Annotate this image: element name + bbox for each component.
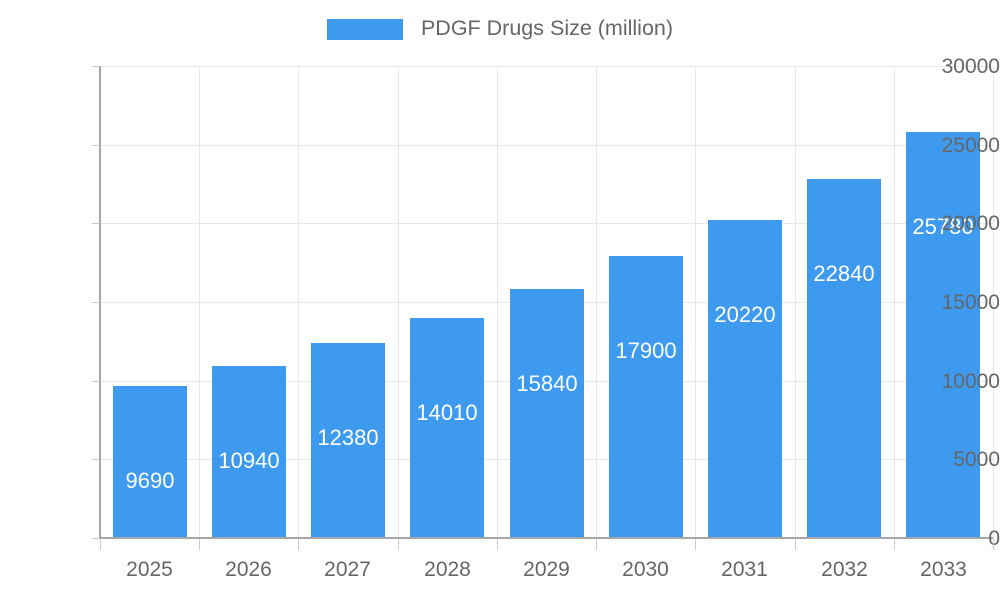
y-axis-line	[99, 66, 101, 539]
x-axis-tick-mark	[596, 539, 597, 550]
y-axis-tick-mark	[92, 302, 100, 303]
gridline-vertical	[695, 66, 696, 538]
y-axis-tick-label: 25000	[941, 134, 1000, 157]
bar[interactable]	[609, 256, 683, 538]
plot-area: 9690 10940 12380 14010 15840 17900 20220 22840 2…	[100, 66, 994, 539]
gridline-vertical	[993, 66, 994, 538]
y-axis-tick-mark	[92, 381, 100, 382]
x-axis-tick-label: 2033	[920, 558, 967, 581]
y-axis-tick-label: 15000	[941, 291, 1000, 314]
bar[interactable]	[113, 386, 187, 538]
y-axis-tick-mark	[92, 145, 100, 146]
gridline-vertical	[298, 66, 299, 538]
gridline-vertical	[497, 66, 498, 538]
x-axis-tick-mark	[497, 539, 498, 550]
y-axis-tick-mark	[92, 66, 100, 67]
x-axis-tick-mark	[100, 539, 101, 550]
y-axis-tick-label: 30000	[941, 55, 1000, 78]
gridline-vertical	[596, 66, 597, 538]
legend-item-label: PDGF Drugs Size (million)	[420, 16, 674, 41]
x-axis-tick-label: 2026	[225, 558, 272, 581]
y-axis-tick-label: 20000	[941, 212, 1000, 235]
x-axis-tick-mark	[398, 539, 399, 550]
bar[interactable]	[906, 132, 980, 538]
y-axis-tick-mark	[92, 459, 100, 460]
y-axis-tick-label: 10000	[941, 370, 1000, 393]
bar[interactable]	[807, 179, 881, 538]
gridline-vertical	[894, 66, 895, 538]
bar[interactable]	[708, 220, 782, 538]
x-axis-tick-mark	[894, 539, 895, 550]
x-axis-line	[99, 537, 993, 539]
chart-legend: PDGF Drugs Size (million)	[0, 10, 1000, 48]
legend-color-swatch-icon	[326, 18, 403, 40]
x-axis-tick-mark	[993, 539, 994, 550]
x-axis-tick-mark	[199, 539, 200, 550]
gridline-vertical	[795, 66, 796, 538]
x-axis-tick-label: 2025	[126, 558, 173, 581]
x-axis-tick-mark	[695, 539, 696, 550]
bar[interactable]	[410, 318, 484, 538]
y-axis-tick-label: 5000	[953, 448, 1000, 471]
gridline-vertical	[199, 66, 200, 538]
gridline-horizontal	[100, 66, 993, 67]
x-axis-tick-label: 2031	[721, 558, 768, 581]
x-axis-tick-mark	[298, 539, 299, 550]
gridline-horizontal	[100, 223, 993, 224]
x-axis-tick-label: 2030	[622, 558, 669, 581]
bar[interactable]	[212, 366, 286, 538]
x-axis-tick-label: 2028	[424, 558, 471, 581]
y-axis-tick-mark	[92, 223, 100, 224]
gridline-vertical	[398, 66, 399, 538]
y-axis-tick-mark	[92, 538, 100, 539]
bar[interactable]	[311, 343, 385, 538]
x-axis-tick-label: 2029	[523, 558, 570, 581]
legend-item-pdgf-drugs-size[interactable]: PDGF Drugs Size (million)	[326, 16, 674, 41]
gridline-horizontal	[100, 145, 993, 146]
y-axis-tick-label: 0	[988, 527, 1000, 550]
x-axis-tick-label: 2027	[324, 558, 371, 581]
bar[interactable]	[510, 289, 584, 538]
x-axis-tick-mark	[795, 539, 796, 550]
x-axis-tick-label: 2032	[821, 558, 868, 581]
